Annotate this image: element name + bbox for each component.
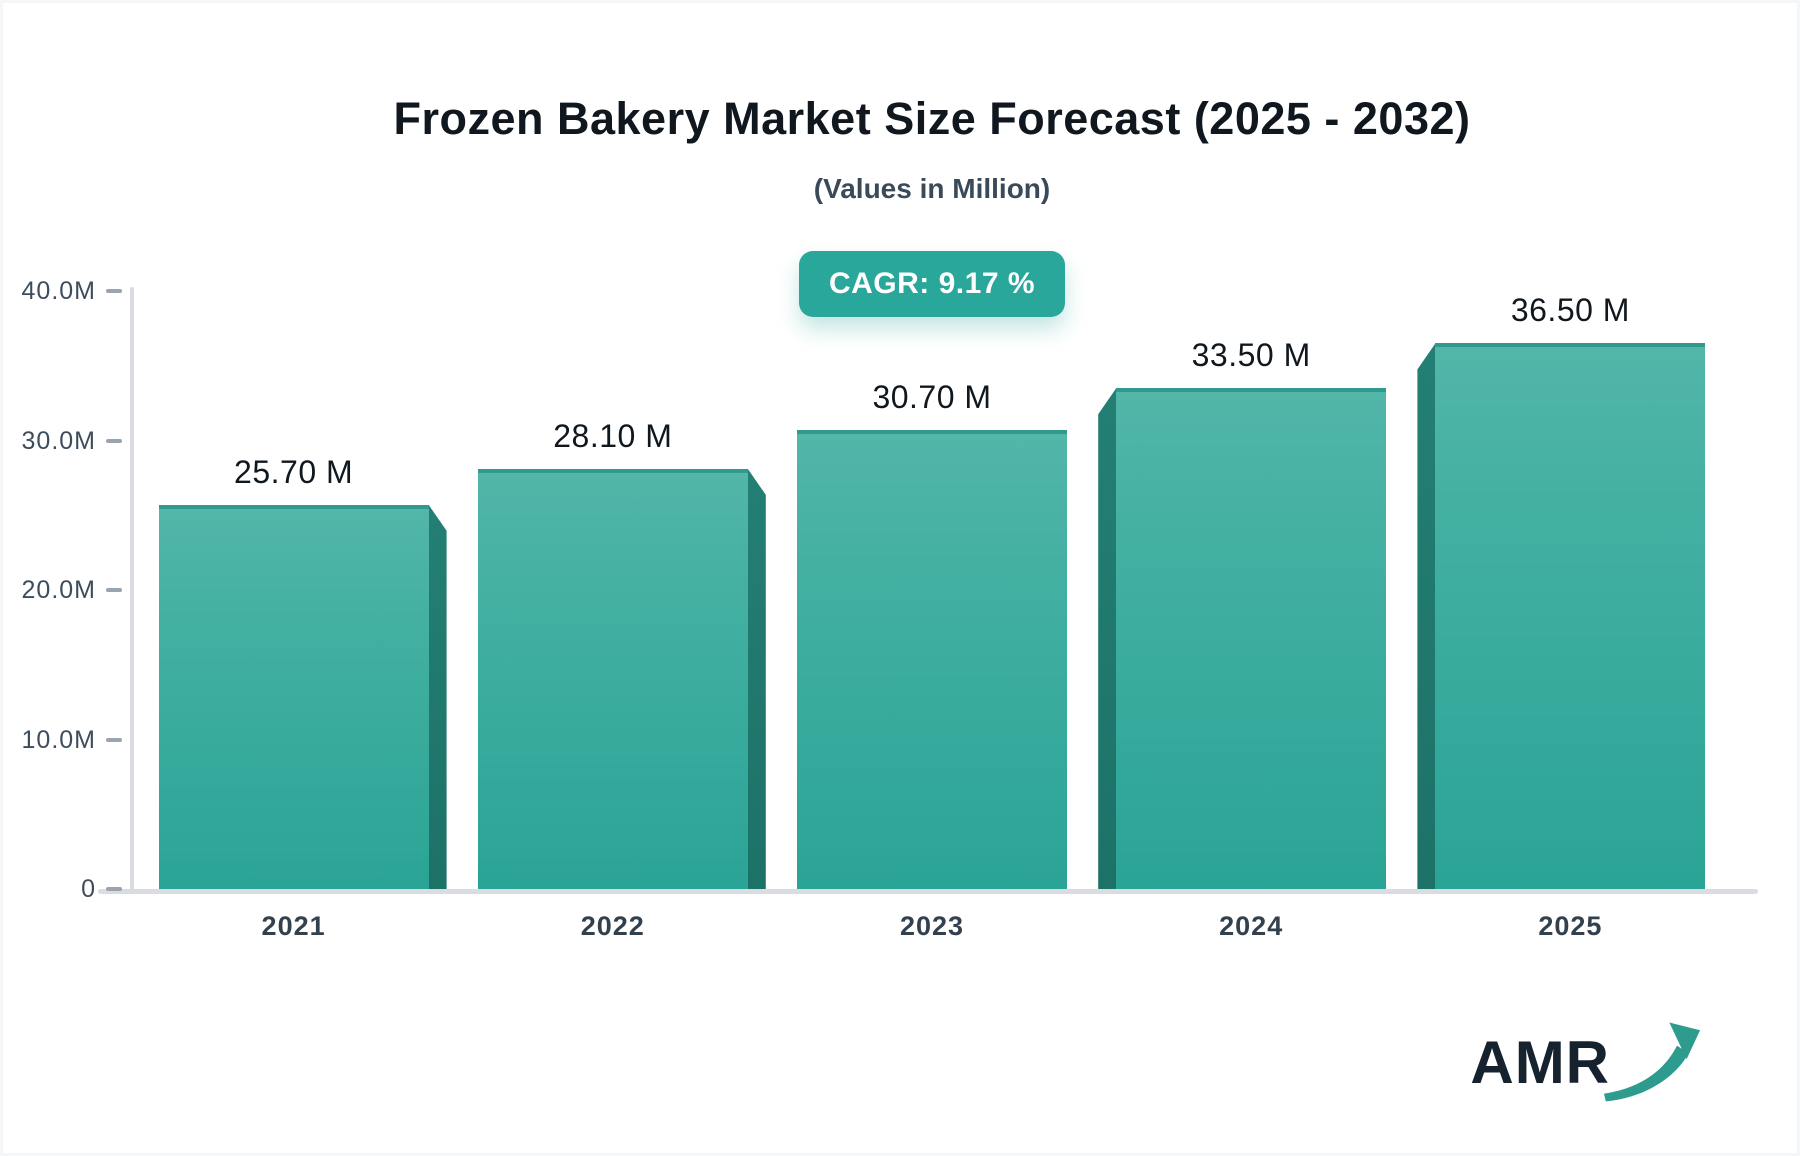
bar-face[interactable] bbox=[797, 430, 1067, 889]
amr-logo: AMR bbox=[1470, 1017, 1702, 1102]
bar-face[interactable] bbox=[477, 468, 748, 889]
bar-face[interactable] bbox=[158, 504, 429, 889]
y-tick-label: 10.0M bbox=[21, 725, 96, 754]
bar-side-3d bbox=[1417, 343, 1436, 889]
bar-value-label: 25.70 M bbox=[234, 453, 354, 490]
amr-logo-text: AMR bbox=[1470, 1029, 1610, 1096]
y-tick-label: 40.0M bbox=[21, 277, 96, 305]
bar-face[interactable] bbox=[1435, 343, 1706, 889]
y-tick-label: 0 bbox=[81, 875, 96, 903]
x-tick-label: 2021 bbox=[261, 911, 326, 941]
bar-side-3d bbox=[747, 468, 766, 889]
bar-side-3d bbox=[428, 504, 447, 889]
y-tick-mark bbox=[106, 887, 122, 891]
chart-title: Frozen Bakery Market Size Forecast (2025… bbox=[393, 93, 1471, 144]
y-tick-label: 30.0M bbox=[21, 426, 96, 455]
x-tick-label: 2024 bbox=[1219, 911, 1284, 941]
chart-subtitle: (Values in Million) bbox=[813, 173, 1051, 204]
bar-2023[interactable] bbox=[797, 430, 1067, 889]
cagr-badge: CAGR: 9.17 % bbox=[798, 251, 1066, 317]
bar-value-label: 33.50 M bbox=[1191, 337, 1311, 374]
y-tick-mark bbox=[106, 737, 122, 742]
bar-2021[interactable] bbox=[158, 504, 447, 889]
bar-2022[interactable] bbox=[477, 468, 766, 889]
y-tick-mark bbox=[106, 588, 122, 592]
x-tick-label: 2025 bbox=[1538, 911, 1603, 941]
bar-face[interactable] bbox=[1116, 388, 1387, 889]
bar-2024[interactable] bbox=[1098, 388, 1387, 889]
x-tick-label: 2022 bbox=[580, 911, 645, 941]
bar-2025[interactable] bbox=[1417, 343, 1706, 889]
y-axis-line bbox=[130, 287, 134, 894]
bar-value-label: 28.10 M bbox=[553, 417, 673, 454]
y-tick-mark bbox=[106, 289, 122, 293]
bar-value-label: 36.50 M bbox=[1510, 292, 1630, 329]
trend-arrow-icon bbox=[1603, 1022, 1701, 1102]
y-tick-label: 20.0M bbox=[21, 576, 96, 604]
plot-area: 40.0M 30.0M 20.0M 10.0M 0 25.70 M 28.10 M 30.7… bbox=[22, 277, 1758, 941]
y-tick-mark bbox=[106, 438, 122, 443]
x-tick-label: 2023 bbox=[899, 911, 965, 941]
cagr-badge-row: CAGR: 9.17 % bbox=[134, 251, 1730, 317]
bar-value-label: 30.70 M bbox=[872, 379, 992, 416]
x-axis-line bbox=[98, 889, 1758, 894]
bar-side-3d bbox=[1098, 388, 1117, 889]
